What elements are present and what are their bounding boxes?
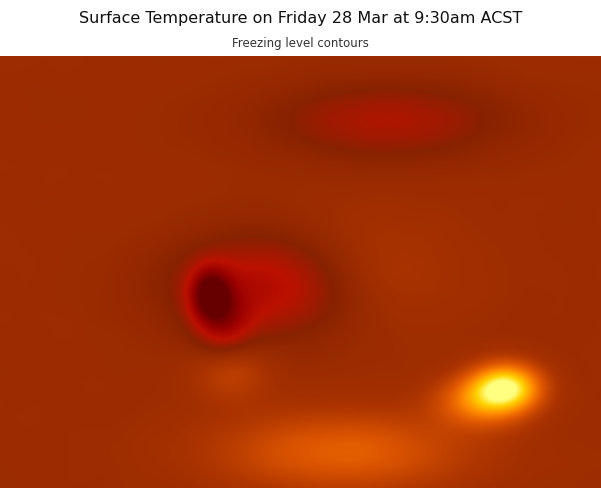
Text: Freezing level contours: Freezing level contours: [232, 37, 369, 50]
Text: Surface Temperature on Friday 28 Mar at 9:30am ACST: Surface Temperature on Friday 28 Mar at …: [79, 11, 522, 26]
